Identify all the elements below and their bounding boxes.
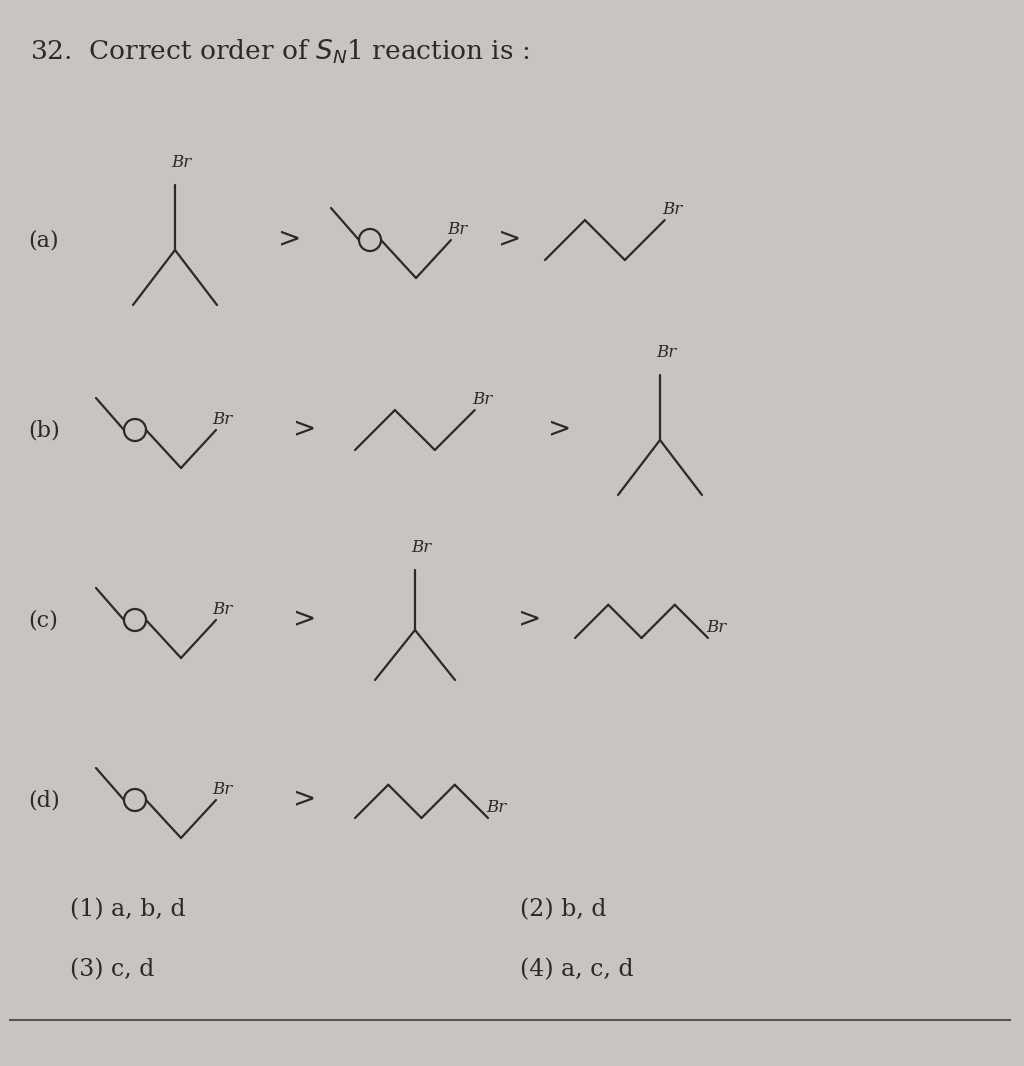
Text: (1) a, b, d: (1) a, b, d: [70, 899, 185, 921]
Text: >: >: [293, 787, 316, 813]
Text: Br: Br: [447, 221, 467, 238]
Text: Br: Br: [171, 154, 191, 171]
Text: Br: Br: [411, 539, 431, 556]
Text: (c): (c): [28, 609, 58, 631]
Text: Br: Br: [212, 411, 232, 429]
Text: 32.  Correct order of $S_N$1 reaction is :: 32. Correct order of $S_N$1 reaction is …: [30, 37, 529, 66]
Text: (b): (b): [28, 419, 59, 441]
Text: Br: Br: [663, 201, 683, 219]
Text: >: >: [518, 607, 542, 633]
Text: (3) c, d: (3) c, d: [70, 958, 155, 982]
Text: Br: Br: [212, 601, 232, 618]
Text: >: >: [279, 226, 302, 254]
Text: >: >: [548, 417, 571, 443]
Text: >: >: [293, 417, 316, 443]
Text: (d): (d): [28, 789, 59, 811]
Text: (4) a, c, d: (4) a, c, d: [520, 958, 634, 982]
Text: Br: Br: [656, 344, 676, 361]
Text: (a): (a): [28, 229, 58, 251]
Text: >: >: [293, 607, 316, 633]
Text: Br: Br: [486, 800, 506, 815]
Text: Br: Br: [212, 781, 232, 798]
Text: >: >: [499, 226, 521, 254]
Text: (2) b, d: (2) b, d: [520, 899, 606, 921]
Text: Br: Br: [473, 391, 493, 408]
Text: Br: Br: [706, 619, 726, 636]
